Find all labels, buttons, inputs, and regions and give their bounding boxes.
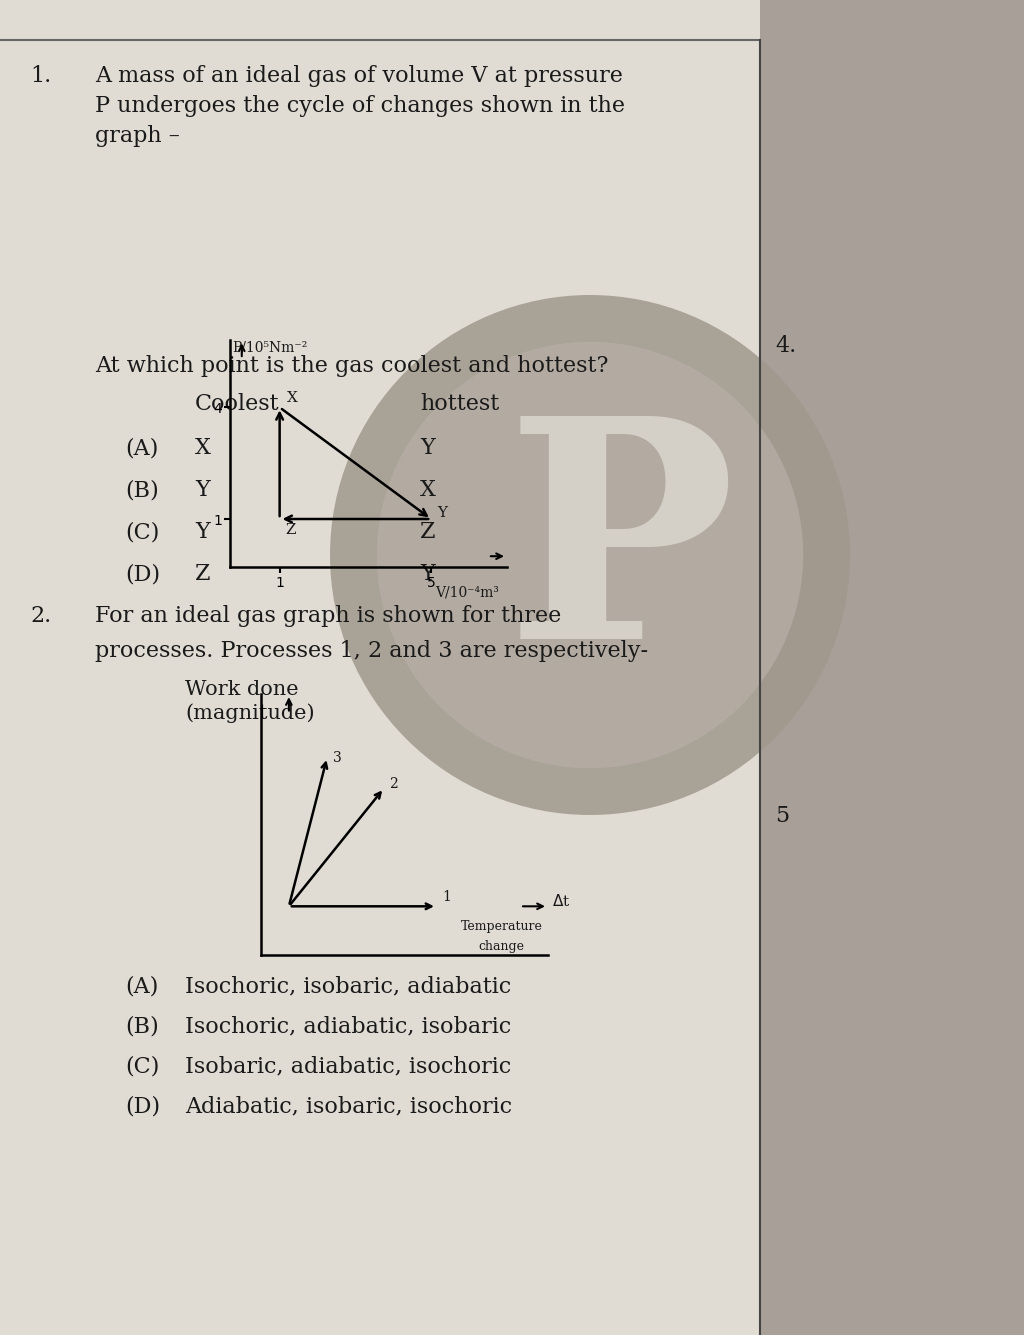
Text: Z: Z	[420, 521, 435, 543]
Text: Z: Z	[195, 563, 211, 585]
Text: (A): (A)	[125, 975, 159, 997]
Text: P undergoes the cycle of changes shown in the: P undergoes the cycle of changes shown i…	[95, 95, 625, 117]
Text: A mass of an ideal gas of volume V at pressure: A mass of an ideal gas of volume V at pr…	[95, 65, 623, 87]
Text: hottest: hottest	[420, 392, 500, 415]
Text: graph –: graph –	[95, 125, 180, 147]
Bar	[0, 0, 760, 1335]
Text: Isochoric, isobaric, adiabatic: Isochoric, isobaric, adiabatic	[185, 975, 511, 997]
Text: Work done: Work done	[185, 680, 299, 700]
Text: (magnitude): (magnitude)	[185, 704, 314, 722]
Text: 1.: 1.	[30, 65, 51, 87]
Bar	[760, 0, 1024, 1335]
Text: (D): (D)	[125, 1095, 160, 1117]
Text: Y: Y	[195, 479, 210, 501]
Text: Isochoric, adiabatic, isobaric: Isochoric, adiabatic, isobaric	[185, 1015, 511, 1037]
Text: 2: 2	[389, 777, 398, 792]
Circle shape	[377, 342, 803, 768]
Text: (B): (B)	[125, 479, 159, 501]
Text: $\Delta$t: $\Delta$t	[553, 893, 571, 909]
Text: (B): (B)	[125, 1015, 159, 1037]
Text: Y: Y	[195, 521, 210, 543]
Text: X: X	[287, 391, 298, 405]
Text: Temperature: Temperature	[461, 920, 543, 933]
Text: 3: 3	[333, 752, 341, 765]
Text: V/10⁻⁴m³: V/10⁻⁴m³	[435, 586, 500, 599]
Text: Y: Y	[437, 506, 446, 521]
Text: 5: 5	[775, 805, 790, 826]
Text: X: X	[195, 437, 211, 459]
Text: 4.: 4.	[775, 335, 797, 356]
Text: Y: Y	[420, 437, 435, 459]
Text: Isobaric, adiabatic, isochoric: Isobaric, adiabatic, isochoric	[185, 1055, 511, 1077]
Text: 1: 1	[442, 889, 452, 904]
Text: (A): (A)	[125, 437, 159, 459]
Text: P/10⁵Nm⁻²: P/10⁵Nm⁻²	[232, 340, 307, 354]
Text: X: X	[420, 479, 436, 501]
Text: P: P	[505, 407, 735, 704]
Text: (C): (C)	[125, 521, 160, 543]
Text: Adiabatic, isobaric, isochoric: Adiabatic, isobaric, isochoric	[185, 1095, 512, 1117]
Text: Y: Y	[420, 563, 435, 585]
Text: (C): (C)	[125, 1055, 160, 1077]
Text: Coolest: Coolest	[195, 392, 280, 415]
Text: (D): (D)	[125, 563, 160, 585]
Text: For an ideal gas graph is shown for three: For an ideal gas graph is shown for thre…	[95, 605, 561, 627]
Text: processes. Processes 1, 2 and 3 are respectively-: processes. Processes 1, 2 and 3 are resp…	[95, 639, 648, 662]
Circle shape	[330, 295, 850, 814]
Text: 2.: 2.	[30, 605, 51, 627]
Text: change: change	[478, 940, 524, 953]
Text: Z: Z	[286, 523, 296, 537]
Text: At which point is the gas coolest and hottest?: At which point is the gas coolest and ho…	[95, 355, 608, 376]
